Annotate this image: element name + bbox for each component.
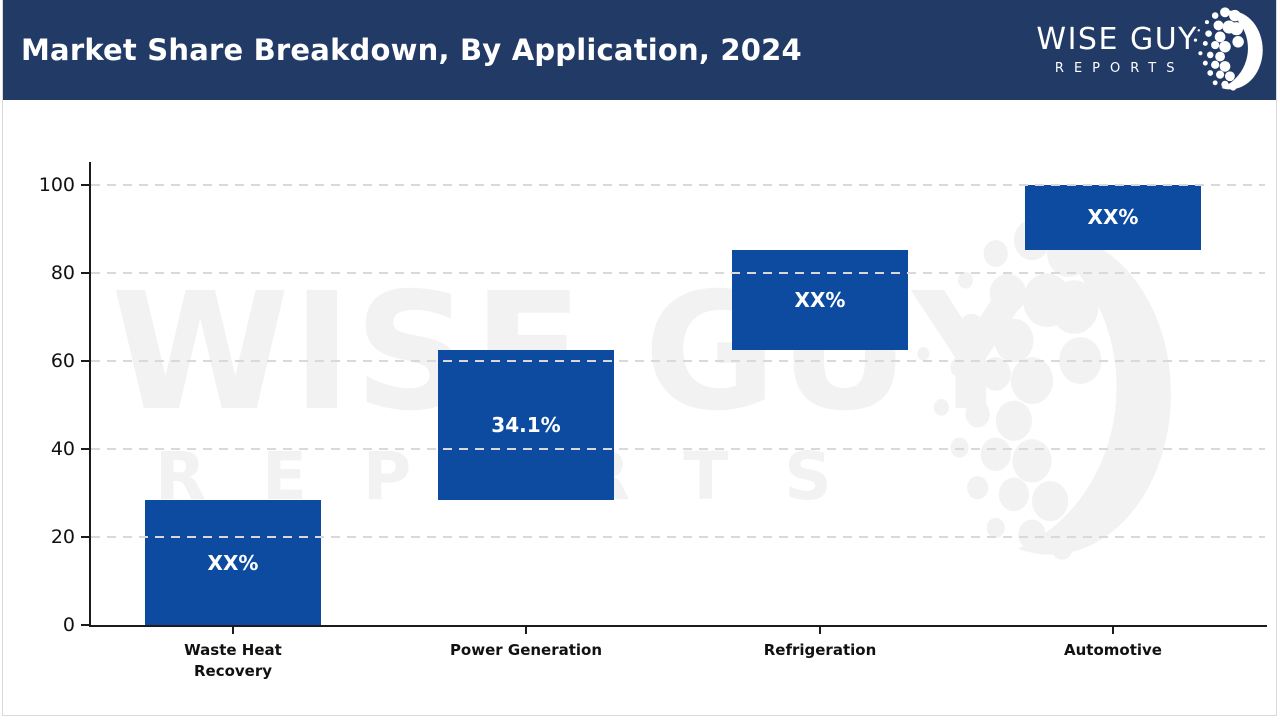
y-axis-tick bbox=[81, 272, 89, 274]
logo-wordmark: WISE GUY bbox=[1036, 22, 1198, 57]
y-tick-label: 0 bbox=[62, 614, 75, 636]
y-tick-label: 20 bbox=[50, 526, 75, 548]
gridline bbox=[91, 360, 1265, 362]
bar-value-label: 34.1% bbox=[491, 413, 561, 438]
logo-subtext: REPORTS bbox=[1054, 61, 1185, 76]
bar: 34.1% bbox=[438, 350, 614, 501]
chart-area: WISE GUY REPORTS bbox=[3, 100, 1276, 715]
x-axis-tick bbox=[1112, 627, 1114, 634]
y-axis-tick bbox=[81, 184, 89, 186]
x-tick-label: Refrigeration bbox=[763, 641, 877, 659]
y-axis-tick bbox=[81, 448, 89, 450]
dot-face-icon bbox=[1193, 7, 1263, 91]
y-axis-tick bbox=[81, 624, 89, 626]
brand-logo: WISE GUY REPORTS bbox=[1036, 4, 1266, 96]
bar: XX% bbox=[732, 249, 908, 351]
page-title: Market Share Breakdown, By Application, … bbox=[21, 33, 802, 67]
bar: XX% bbox=[145, 500, 321, 625]
gridline bbox=[91, 184, 1265, 186]
y-axis-tick bbox=[81, 360, 89, 362]
y-tick-label: 40 bbox=[50, 438, 75, 460]
bar: XX% bbox=[1025, 185, 1201, 250]
y-tick-label: 60 bbox=[50, 350, 75, 372]
x-axis-tick bbox=[525, 627, 527, 634]
y-axis-tick bbox=[81, 536, 89, 538]
x-tick-label: Power Generation bbox=[449, 641, 603, 659]
x-tick-label: Waste Heat Recovery bbox=[184, 641, 282, 680]
y-tick-label: 100 bbox=[38, 174, 75, 196]
y-tick-label: 80 bbox=[50, 262, 75, 284]
gridline bbox=[91, 536, 1265, 538]
y-axis-line bbox=[89, 162, 91, 627]
bar-value-label: XX% bbox=[207, 550, 259, 575]
x-axis-line bbox=[89, 625, 1267, 627]
gridline bbox=[91, 448, 1265, 450]
bar-value-label: XX% bbox=[794, 288, 846, 313]
header: Market Share Breakdown, By Application, … bbox=[3, 0, 1276, 100]
x-axis-tick bbox=[232, 627, 234, 634]
bar-value-label: XX% bbox=[1087, 205, 1139, 230]
gridline bbox=[91, 272, 1265, 274]
brand-logo-text: WISE GUY REPORTS bbox=[1036, 22, 1198, 76]
x-tick-label: Automotive bbox=[1064, 641, 1162, 659]
x-axis-tick bbox=[819, 627, 821, 634]
